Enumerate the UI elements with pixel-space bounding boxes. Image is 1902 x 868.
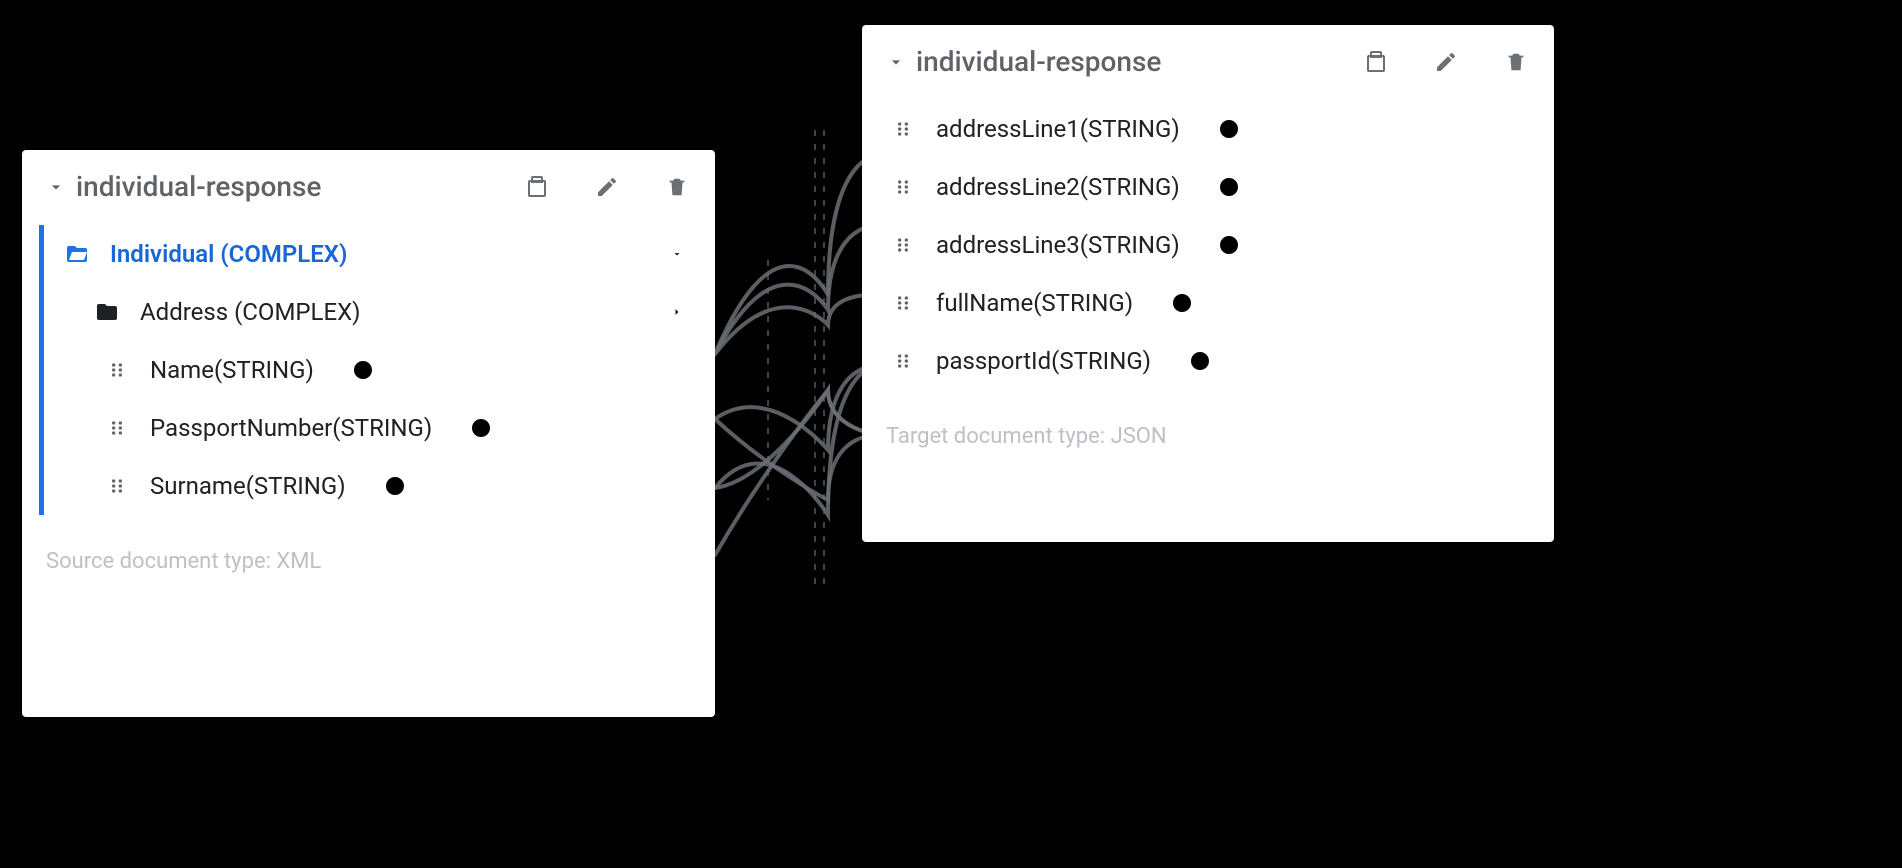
field-label: fullName(STRING) bbox=[936, 289, 1133, 317]
source-panel-header: individual-response bbox=[22, 150, 715, 219]
grip-icon[interactable] bbox=[102, 355, 132, 385]
grip-icon[interactable] bbox=[888, 230, 918, 260]
target-title: individual-response bbox=[916, 45, 1161, 78]
field-label: passportId(STRING) bbox=[936, 347, 1151, 375]
mapping-dot[interactable] bbox=[386, 477, 404, 495]
folder-open-icon bbox=[62, 239, 92, 269]
field-label: addressLine1(STRING) bbox=[936, 115, 1180, 143]
field-label: Surname(STRING) bbox=[150, 472, 346, 500]
chevron-down-icon[interactable] bbox=[671, 243, 693, 265]
grip-icon[interactable] bbox=[888, 114, 918, 144]
source-panel: individual-response Individual (COMPLEX) bbox=[22, 150, 715, 717]
grip-icon[interactable] bbox=[102, 471, 132, 501]
field-label: Name(STRING) bbox=[150, 356, 314, 384]
source-field-node[interactable]: Surname(STRING) bbox=[44, 457, 693, 515]
source-complex-node[interactable]: Address (COMPLEX) bbox=[44, 283, 693, 341]
target-field-node[interactable]: addressLine2(STRING) bbox=[884, 158, 1532, 216]
source-root-label: Individual (COMPLEX) bbox=[110, 240, 347, 268]
mapping-dot[interactable] bbox=[1220, 236, 1238, 254]
mapping-dot[interactable] bbox=[472, 419, 490, 437]
source-field-node[interactable]: Name(STRING) bbox=[44, 341, 693, 399]
source-root-node[interactable]: Individual (COMPLEX) bbox=[44, 225, 693, 283]
mapping-dot[interactable] bbox=[354, 361, 372, 379]
source-tree: Individual (COMPLEX) Address (COMPLEX) Na… bbox=[39, 225, 693, 515]
clipboard-icon[interactable] bbox=[1362, 48, 1390, 76]
grip-icon[interactable] bbox=[888, 288, 918, 318]
mapping-dot[interactable] bbox=[1220, 178, 1238, 196]
folder-icon bbox=[92, 297, 122, 327]
target-field-node[interactable]: passportId(STRING) bbox=[884, 332, 1532, 390]
edit-icon[interactable] bbox=[1432, 48, 1460, 76]
clipboard-icon[interactable] bbox=[523, 173, 551, 201]
target-panel-title-row[interactable]: individual-response bbox=[886, 45, 1350, 78]
target-field-node[interactable]: addressLine1(STRING) bbox=[884, 100, 1532, 158]
grip-icon[interactable] bbox=[888, 346, 918, 376]
field-label: PassportNumber(STRING) bbox=[150, 414, 432, 442]
field-label: Address (COMPLEX) bbox=[140, 298, 361, 326]
mapping-dot[interactable] bbox=[1173, 294, 1191, 312]
target-field-node[interactable]: fullName(STRING) bbox=[884, 274, 1532, 332]
source-title: individual-response bbox=[76, 170, 321, 203]
mapping-dot[interactable] bbox=[1220, 120, 1238, 138]
grip-icon[interactable] bbox=[102, 413, 132, 443]
chevron-down-icon bbox=[886, 52, 906, 72]
source-field-node[interactable]: PassportNumber(STRING) bbox=[44, 399, 693, 457]
target-panel-body: addressLine1(STRING) addressLine2(STRING)… bbox=[862, 94, 1554, 402]
chevron-right-icon[interactable] bbox=[671, 301, 693, 323]
grip-icon[interactable] bbox=[888, 172, 918, 202]
target-field-node[interactable]: addressLine3(STRING) bbox=[884, 216, 1532, 274]
source-footer: Source document type: XML bbox=[22, 527, 715, 596]
field-label: addressLine3(STRING) bbox=[936, 231, 1180, 259]
edit-icon[interactable] bbox=[593, 173, 621, 201]
target-panel-actions bbox=[1362, 48, 1530, 76]
source-panel-title-row[interactable]: individual-response bbox=[46, 170, 511, 203]
chevron-down-icon bbox=[46, 177, 66, 197]
target-footer: Target document type: JSON bbox=[862, 402, 1554, 471]
delete-icon[interactable] bbox=[663, 173, 691, 201]
source-panel-body: Individual (COMPLEX) Address (COMPLEX) Na… bbox=[22, 219, 715, 527]
target-panel-header: individual-response bbox=[862, 25, 1554, 94]
target-panel: individual-response addressLine1(STRING)… bbox=[862, 25, 1554, 542]
source-panel-actions bbox=[523, 173, 691, 201]
delete-icon[interactable] bbox=[1502, 48, 1530, 76]
field-label: addressLine2(STRING) bbox=[936, 173, 1180, 201]
mapping-dot[interactable] bbox=[1191, 352, 1209, 370]
